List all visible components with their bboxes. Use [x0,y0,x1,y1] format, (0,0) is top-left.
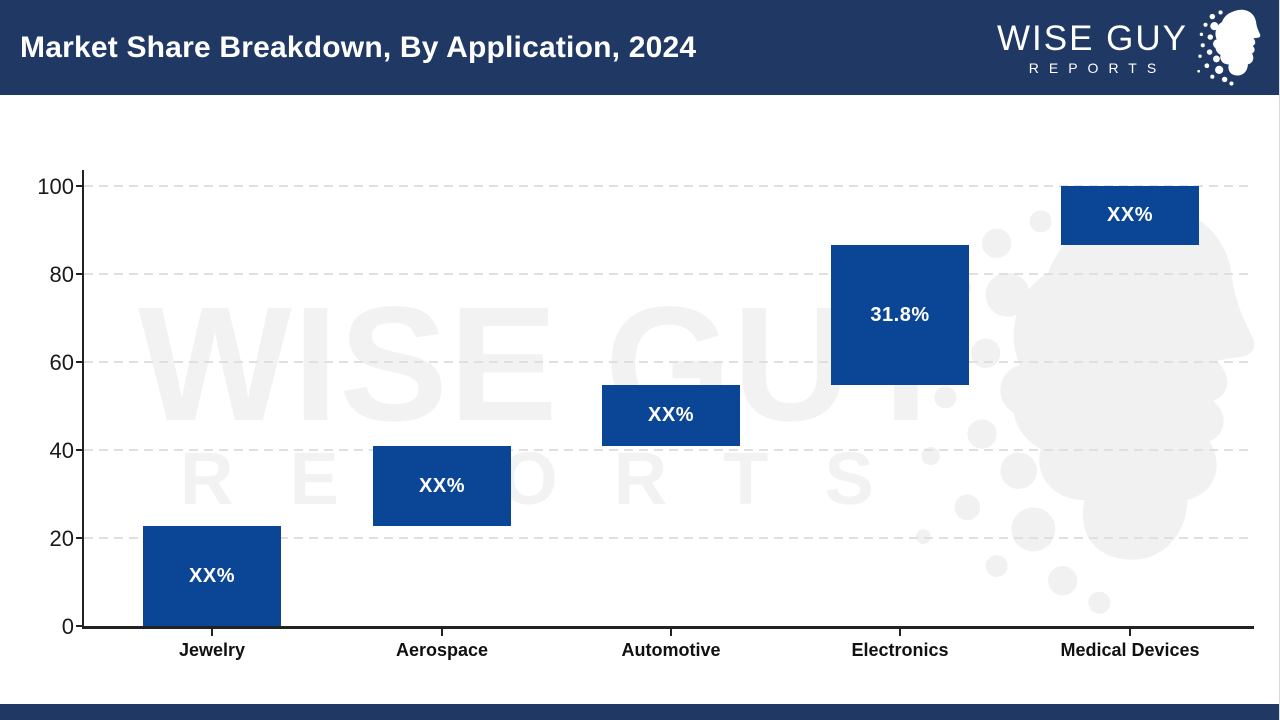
wiseguy-logo-text: WISE GUY REPORTS [997,21,1188,75]
logo-wordmark: WISE GUY [996,18,1188,58]
bar-jewelry: XX% [143,526,281,626]
chart-title: Market Share Breakdown, By Application, … [20,30,697,64]
y-tick-60 [76,361,83,363]
watermark-wordmark: WISE GUY [138,272,962,455]
y-axis-label-20: 20 [49,526,74,551]
gridline-40 [84,449,1254,451]
gridline-20 [84,537,1254,539]
y-axis-label-0: 0 [61,614,74,639]
y-axis-line [82,170,84,627]
x-tick-jewelry [211,629,213,636]
bar-value-label: XX% [648,404,694,426]
bar-electronics: 31.8% [831,245,969,385]
x-tick-aerospace [441,629,443,636]
y-tick-100 [76,185,83,187]
bar-aerospace: XX% [373,446,511,526]
footer-bar [0,704,1279,720]
bar-value-label: XX% [1107,204,1153,226]
x-axis-label-aerospace: Aerospace [395,640,489,660]
wiseguy-logo: WISE GUY REPORTS [997,7,1262,89]
gridline-100 [84,185,1254,187]
y-tick-40 [76,449,83,451]
wiseguy-face-logo-icon [1197,9,1261,86]
bar-value-label: XX% [419,474,465,497]
bar-value-label: XX% [189,564,235,587]
y-axis-label-60: 60 [49,350,74,375]
y-axis-label-100: 100 [37,174,74,199]
x-axis-label-automotive: Automotive [621,640,721,660]
y-tick-20 [76,537,83,539]
x-tick-automotive [670,629,672,636]
bar-automotive: XX% [602,385,740,446]
logo-subtitle: REPORTS [1028,59,1167,76]
bar-value-label: 31.8% [870,303,930,326]
bar-medical-devices: XX% [1061,186,1199,245]
x-axis-label-medical-devices: Medical Devices [1060,640,1200,660]
watermark-subtitle: REPORTS [180,437,930,520]
gridline-80 [84,273,1254,275]
y-axis-label-80: 80 [49,262,74,287]
gridline-60 [84,361,1254,363]
y-axis-label-40: 40 [49,438,74,463]
x-tick-medical-devices [1129,629,1131,636]
x-tick-electronics [899,629,901,636]
x-axis-line [82,626,1254,629]
y-tick-0 [76,625,83,627]
x-axis-label-jewelry: Jewelry [178,640,246,660]
x-axis-label-electronics: Electronics [851,640,949,660]
header-band: Market Share Breakdown, By Application, … [0,0,1279,95]
y-tick-80 [76,273,83,275]
